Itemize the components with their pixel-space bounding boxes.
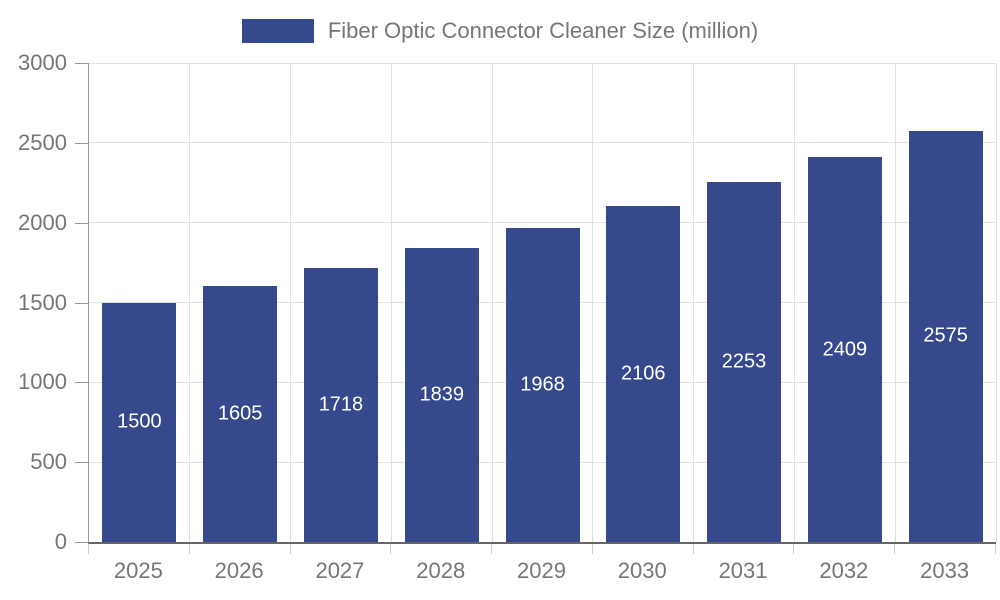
bar-value-label: 1500 xyxy=(117,410,162,433)
x-axis-tick xyxy=(390,544,392,554)
y-axis-tick xyxy=(75,63,88,64)
legend[interactable]: Fiber Optic Connector Cleaner Size (mill… xyxy=(0,18,1000,44)
y-axis-label: 2000 xyxy=(18,209,67,235)
x-axis-tick xyxy=(793,544,795,554)
y-axis-tick xyxy=(75,302,88,304)
x-axis-label: 2032 xyxy=(819,558,869,583)
bar-value-label: 1839 xyxy=(419,383,464,406)
gridline-vertical xyxy=(390,63,392,542)
gridline-vertical xyxy=(290,63,292,542)
legend-label: Fiber Optic Connector Cleaner Size (mill… xyxy=(327,18,759,43)
x-axis-label: 2026 xyxy=(214,558,264,583)
y-axis-label: 1000 xyxy=(18,369,67,395)
y-axis-label: 500 xyxy=(30,449,67,475)
x-axis-label: 2033 xyxy=(920,558,970,583)
y-axis-tick xyxy=(75,462,88,464)
bar[interactable]: 2106 xyxy=(606,205,681,542)
x-axis-label: 2030 xyxy=(617,558,667,583)
x-axis-label: 2027 xyxy=(315,558,365,583)
bar-value-label: 1968 xyxy=(520,373,565,396)
y-axis-label: 2500 xyxy=(18,129,67,155)
x-axis-label: 2031 xyxy=(718,558,768,583)
bar-value-label: 2106 xyxy=(621,362,666,385)
x-axis-tick xyxy=(88,544,89,554)
bar[interactable]: 2575 xyxy=(908,130,983,542)
gridline-vertical xyxy=(189,63,191,542)
y-axis-tick xyxy=(75,222,88,224)
y-axis-tick xyxy=(75,542,88,543)
gridline-horizontal xyxy=(89,222,996,224)
gridline-horizontal xyxy=(89,62,996,64)
x-axis-label: 2028 xyxy=(416,558,466,583)
gridline-vertical xyxy=(592,63,594,542)
x-axis-label: 2025 xyxy=(113,558,163,583)
x-axis-tick xyxy=(289,544,291,554)
gridline-horizontal xyxy=(89,142,996,144)
gridline-vertical xyxy=(995,63,997,542)
x-axis-tick xyxy=(591,544,593,554)
bar-value-label: 2409 xyxy=(822,338,868,361)
gridline-vertical xyxy=(894,63,896,542)
y-axis-label: 1500 xyxy=(18,289,67,315)
x-axis-tick xyxy=(995,544,996,554)
bar[interactable]: 1718 xyxy=(303,267,378,542)
bar-value-label: 2575 xyxy=(923,324,968,347)
bar-value-label: 1718 xyxy=(318,393,364,416)
y-axis-label: 3000 xyxy=(18,50,67,75)
bar[interactable]: 1839 xyxy=(404,248,479,542)
x-axis-tick xyxy=(692,544,694,554)
bar[interactable]: 1605 xyxy=(203,285,278,542)
bar[interactable]: 2253 xyxy=(707,182,782,542)
bar-value-label: 2253 xyxy=(721,350,767,373)
bar-value-label: 1605 xyxy=(217,402,263,425)
y-axis-tick xyxy=(75,382,88,384)
x-axis-tick xyxy=(491,544,493,554)
gridline-vertical xyxy=(693,63,695,542)
y-axis-label: 0 xyxy=(54,529,67,554)
plot-area: 1500 1605 1718 1839 1968 2106 2253 2409 2575 xyxy=(88,62,997,544)
bar[interactable]: 1968 xyxy=(505,227,580,542)
bar[interactable]: 1500 xyxy=(102,302,177,542)
y-axis-tick xyxy=(75,142,88,144)
gridline-vertical xyxy=(491,63,493,542)
legend-swatch xyxy=(241,19,314,43)
x-axis-tick xyxy=(188,544,190,554)
x-axis-tick xyxy=(894,544,896,554)
bar[interactable]: 2409 xyxy=(807,157,882,542)
x-axis-label: 2029 xyxy=(517,558,566,583)
gridline-vertical xyxy=(793,63,795,542)
